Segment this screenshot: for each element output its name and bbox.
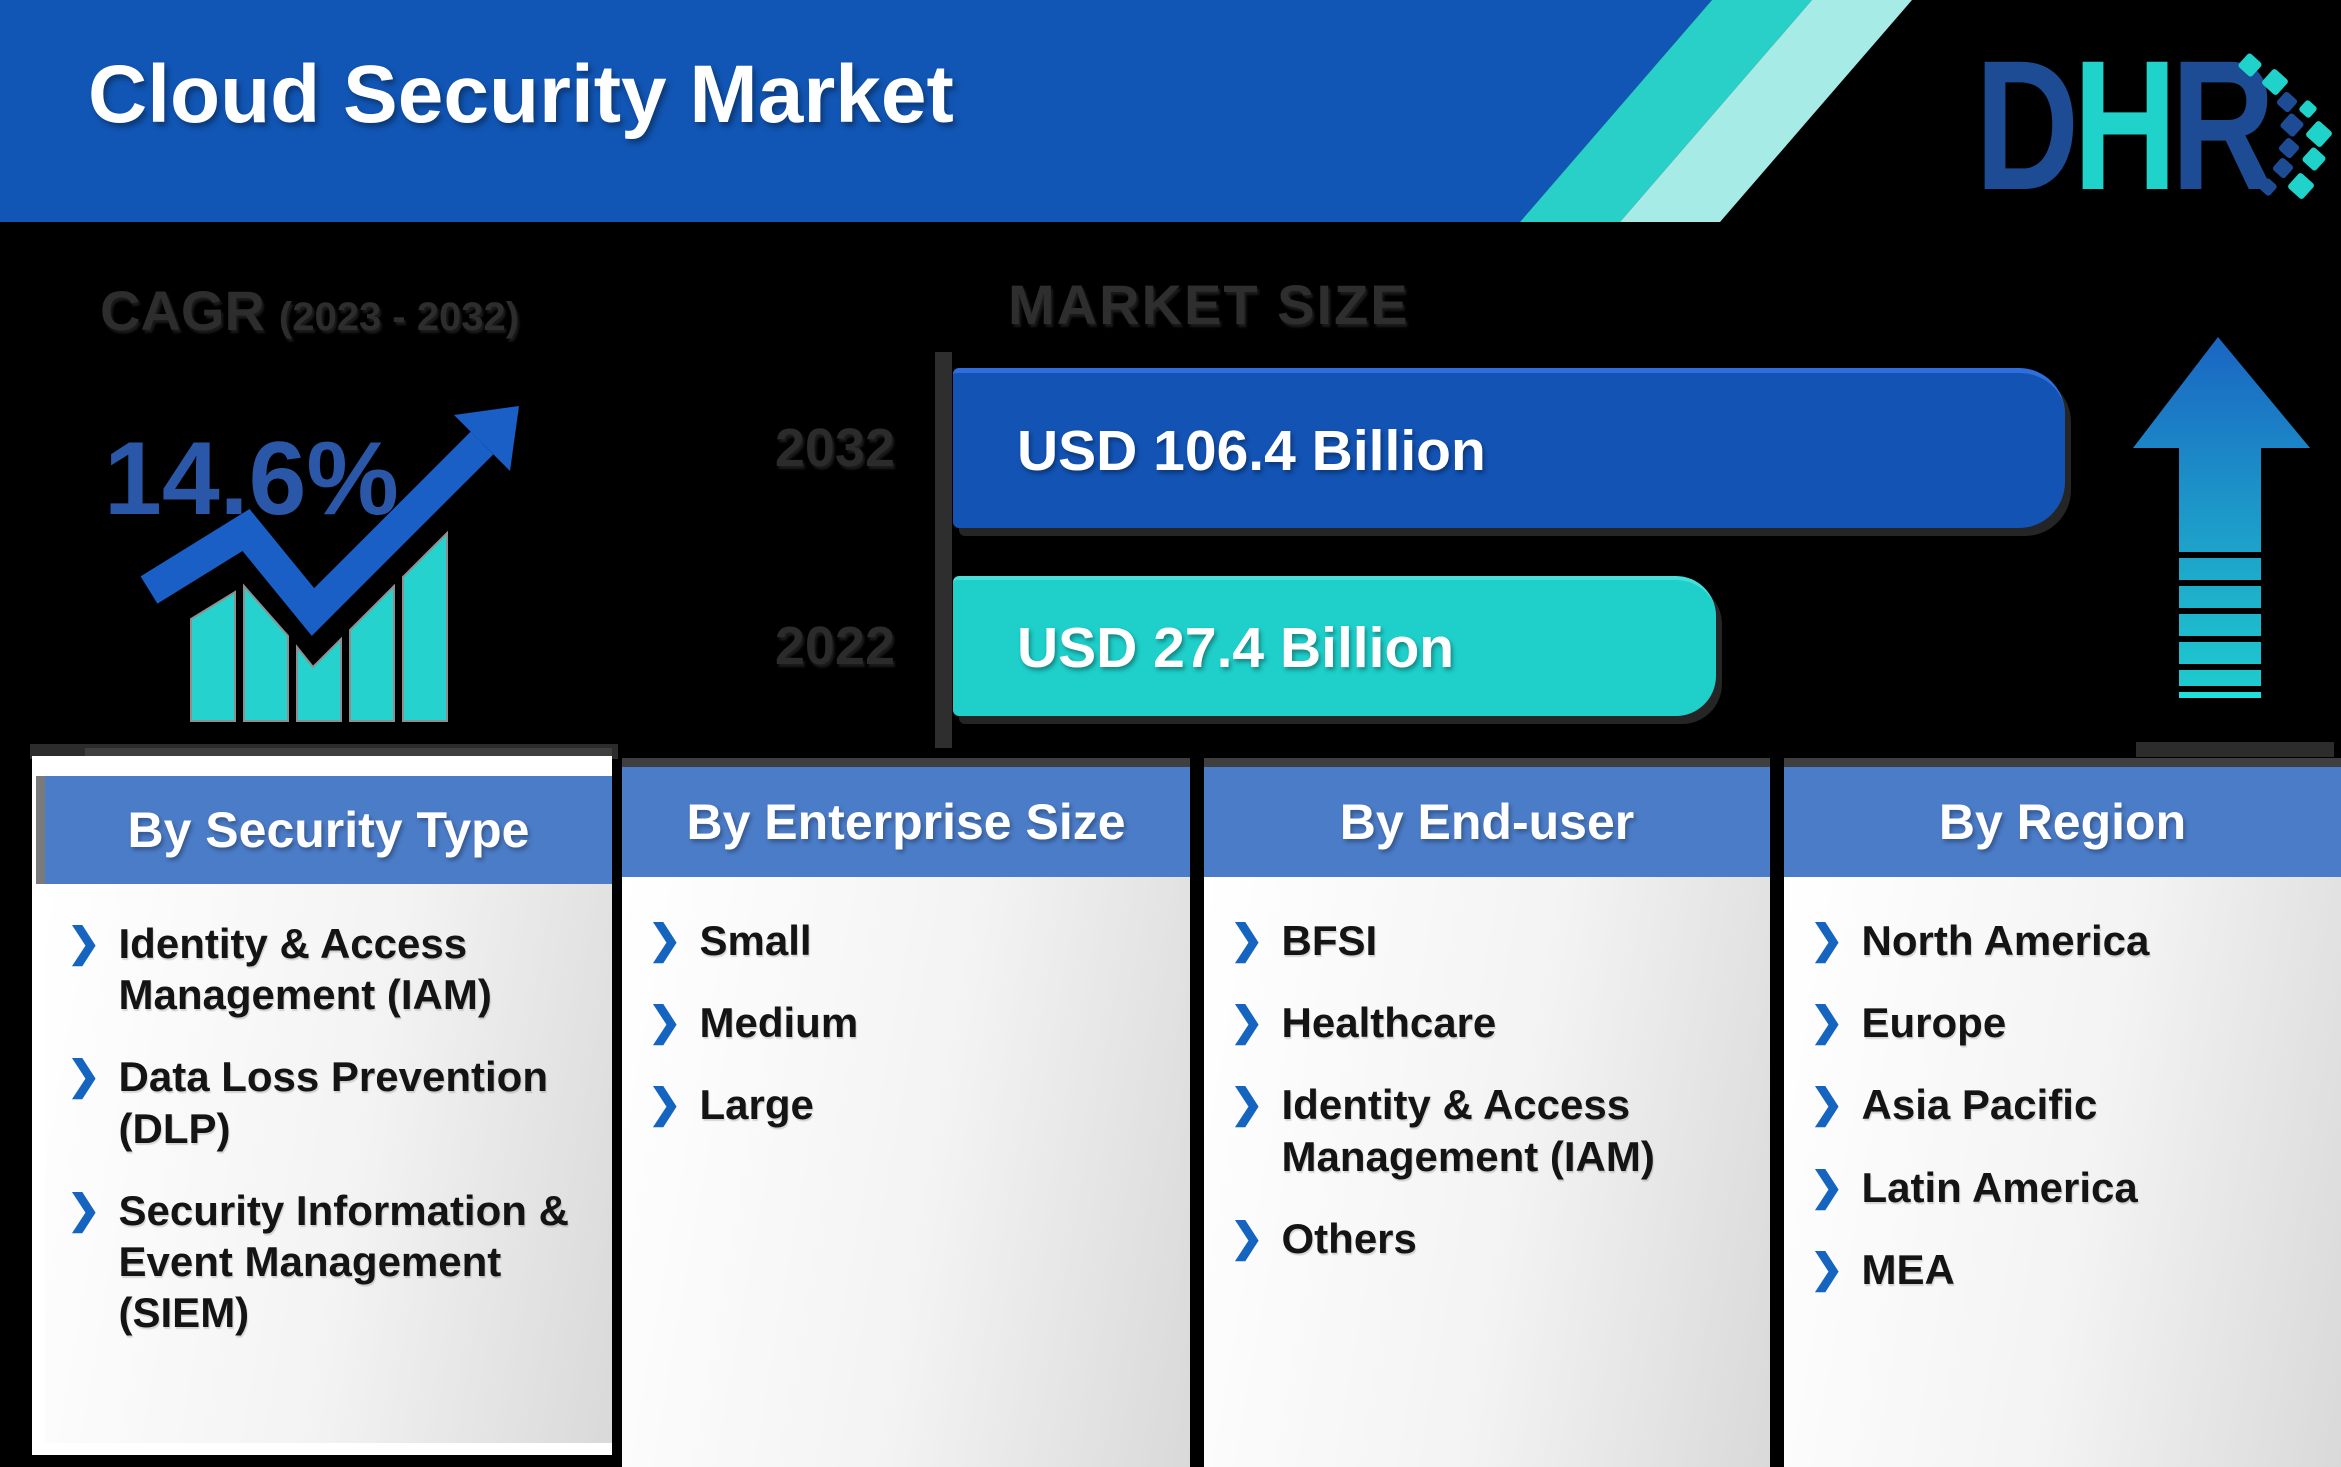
logo-dot [2286, 171, 2316, 201]
list-item: ❯ Identity & Access Management (IAM) [67, 920, 492, 1019]
chevron-icon: ❯ [1810, 1246, 1844, 1291]
mini-bar [402, 530, 448, 722]
bar-2022-value: USD 27.4 Billion [1017, 616, 1455, 680]
chevron-icon: ❯ [648, 1082, 682, 1127]
mini-bar [349, 583, 395, 722]
bar-2032-value: USD 106.4 Billion [1017, 418, 1486, 483]
column-end-user: By End-user ❯ BFSI ❯ Healthcare ❯ Identity … [1204, 758, 1770, 1467]
column-body: ❯ BFSI ❯ Healthcare ❯ Identity & Access Man… [1204, 877, 1770, 1467]
column-shadow [1784, 758, 2341, 767]
bar-axis-line [935, 352, 952, 748]
mini-bar [296, 636, 342, 722]
mini-bar [243, 583, 289, 722]
header-band [0, 0, 1960, 222]
list-item: ❯ Asia Pacific [1810, 1079, 2323, 1130]
list-item: ❯ Security Information & Event Management… [67, 1186, 569, 1337]
column-body: ❯ Small ❯ Medium ❯ Large [622, 877, 1190, 1467]
list-item: ❯ MEA [1810, 1244, 2323, 1295]
chevron-icon: ❯ [1810, 918, 1844, 962]
logo-dot [2271, 156, 2295, 180]
chevron-icon: ❯ [1810, 1164, 1844, 1209]
cagr-label: CAGR [100, 279, 265, 342]
bar-2022: USD 27.4 Billion [953, 576, 1716, 716]
trend-arrow-head [454, 406, 519, 471]
column-card: By Security Type ❯ Identity & Access Mana… [32, 756, 612, 1455]
column-header-end-user: By End-user [1204, 767, 1770, 877]
mini-bar [190, 590, 236, 722]
logo-letter-d: D [1975, 23, 2079, 229]
list-item: ❯ Healthcare [1230, 997, 1752, 1048]
year-label-2022: 2022 [774, 616, 895, 676]
market-size-heading: MARKET SIZE [1008, 273, 1410, 336]
list-item: ❯ Europe [1810, 997, 2323, 1048]
logo-dot [2304, 119, 2334, 149]
chevron-icon: ❯ [1230, 1082, 1264, 1127]
chevron-icon: ❯ [1810, 1000, 1844, 1045]
column-security-type: By Security Type ❯ Identity & Access Mana… [30, 748, 612, 1456]
list-item: ❯ Latin America [1810, 1162, 2323, 1213]
bar-2032: USD 106.4 Billion [953, 368, 2065, 528]
year-label-2032: 2032 [774, 418, 895, 478]
logo-letter-h: H [2072, 23, 2177, 229]
list-item: ❯ Data Loss Prevention (DLP) [67, 1053, 548, 1152]
chevron-icon: ❯ [67, 1054, 101, 1099]
logo-dot [2275, 90, 2299, 114]
list-item: ❯ North America [1810, 915, 2323, 966]
chevron-icon: ❯ [648, 1000, 682, 1045]
arrow-baseline [2136, 742, 2334, 757]
list-item: ❯ Medium [648, 997, 1172, 1048]
logo-dot [2298, 99, 2318, 119]
dhr-logo: DHR [1975, 23, 2341, 229]
logo-letters: DHR [1975, 20, 2275, 232]
page-title: Cloud Security Market [88, 49, 954, 140]
chevron-icon: ❯ [648, 918, 682, 962]
list-item: ❯ Small [648, 915, 1172, 966]
growth-chart-graphic [140, 406, 519, 722]
column-shadow [85, 748, 612, 758]
column-shadow [622, 758, 1190, 767]
column-shadow [1204, 758, 1770, 767]
growth-arrow-graphic [2133, 337, 2310, 698]
list-item: ❯ BFSI [1230, 915, 1752, 966]
cagr-heading: CAGR (2023 - 2032) [100, 278, 519, 343]
header-blue-stripe [0, 0, 1712, 222]
column-header-enterprise-size: By Enterprise Size [622, 767, 1190, 877]
trend-arrow-line [140, 431, 494, 636]
column-body: ❯ North America ❯ Europe ❯ Asia Pacific ❯ La… [1784, 877, 2341, 1467]
list-item: ❯ Others [1230, 1213, 1752, 1264]
chevron-icon: ❯ [1230, 1000, 1264, 1045]
chevron-icon: ❯ [67, 921, 101, 965]
logo-letter-r: R [2170, 23, 2275, 229]
column-header-region: By Region [1784, 767, 2341, 877]
chevron-icon: ❯ [1230, 918, 1264, 962]
logo-dot [2279, 112, 2305, 138]
chevron-icon: ❯ [1810, 1082, 1844, 1127]
chevron-icon: ❯ [1230, 1215, 1264, 1260]
chevron-icon: ❯ [67, 1187, 101, 1232]
logo-dot [2277, 136, 2301, 160]
list-item: ❯ Large [648, 1079, 1172, 1130]
column-enterprise-size: By Enterprise Size ❯ Small ❯ Medium ❯ Large [622, 758, 1190, 1467]
column-body: ❯ Identity & Access Management (IAM) ❯ Dat… [45, 884, 612, 1443]
column-shadow [36, 776, 45, 884]
logo-dot [2301, 146, 2327, 172]
cagr-period: (2023 - 2032) [278, 295, 520, 339]
list-item: ❯ Identity & Access Management (IAM) [1230, 1081, 1655, 1180]
column-header-security-type: By Security Type [45, 776, 612, 884]
column-region: By Region ❯ North America ❯ Europe ❯ Asia P… [1784, 758, 2341, 1467]
